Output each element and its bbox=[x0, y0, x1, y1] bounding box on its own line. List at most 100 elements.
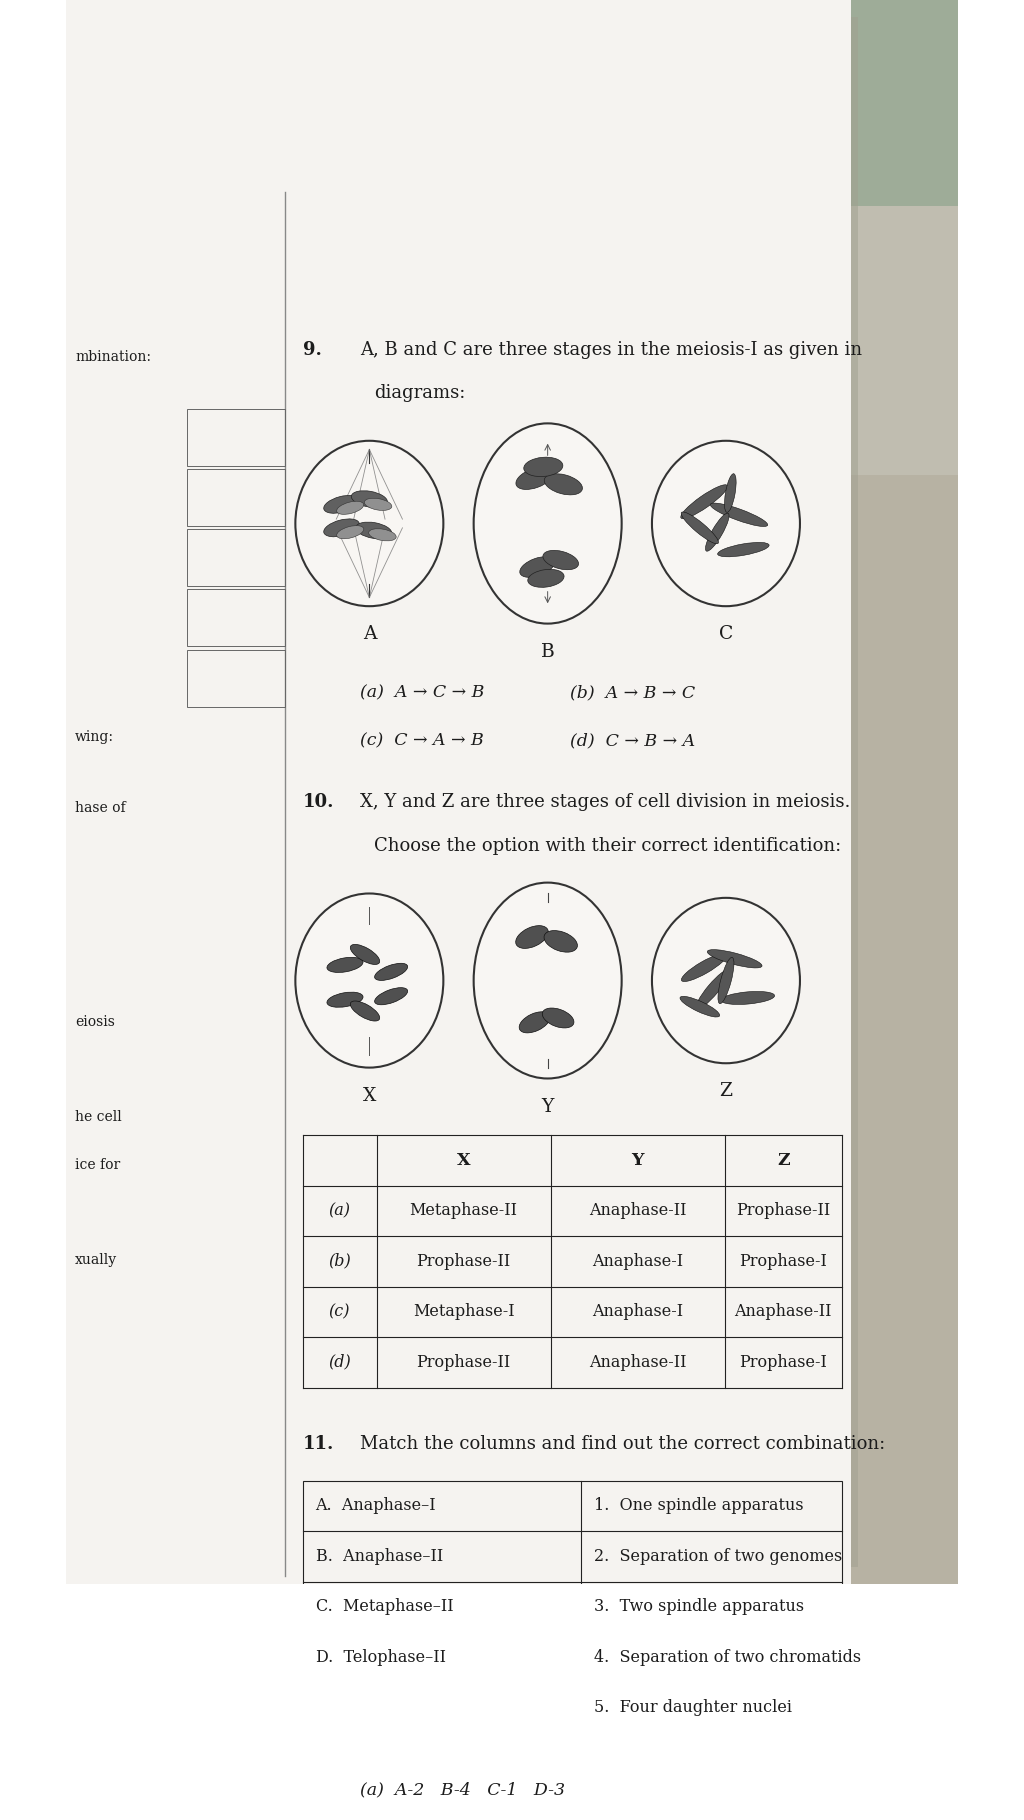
Ellipse shape bbox=[681, 511, 719, 544]
Text: X: X bbox=[457, 1152, 470, 1168]
Text: Prophase-I: Prophase-I bbox=[739, 1252, 827, 1270]
Ellipse shape bbox=[355, 522, 392, 539]
Ellipse shape bbox=[718, 957, 734, 1003]
Ellipse shape bbox=[327, 992, 364, 1006]
Text: 2.  Separation of two genomes: 2. Separation of two genomes bbox=[594, 1549, 843, 1565]
Ellipse shape bbox=[718, 542, 769, 557]
Bar bbox=[186, 650, 285, 706]
Text: Match the columns and find out the correct combination:: Match the columns and find out the corre… bbox=[360, 1436, 886, 1454]
Text: 3.  Two spindle apparatus: 3. Two spindle apparatus bbox=[594, 1598, 804, 1616]
Text: 5.  Four daughter nuclei: 5. Four daughter nuclei bbox=[594, 1700, 793, 1716]
Ellipse shape bbox=[365, 499, 392, 510]
Text: (c): (c) bbox=[329, 1303, 350, 1320]
Text: (c)  C → A → B: (c) C → A → B bbox=[360, 732, 484, 750]
Ellipse shape bbox=[351, 491, 387, 508]
Text: 4.  Separation of two chromatids: 4. Separation of two chromatids bbox=[594, 1649, 861, 1665]
Text: (b): (b) bbox=[328, 1252, 351, 1270]
Text: Choose the option with their correct identification:: Choose the option with their correct ide… bbox=[374, 837, 841, 855]
Ellipse shape bbox=[295, 894, 443, 1068]
Text: A, B and C are three stages in the meiosis-I as given in: A, B and C are three stages in the meios… bbox=[360, 340, 862, 359]
Text: 9.: 9. bbox=[302, 340, 322, 359]
Text: Y: Y bbox=[542, 1097, 554, 1116]
Ellipse shape bbox=[711, 502, 768, 526]
Bar bbox=[186, 590, 285, 646]
Ellipse shape bbox=[681, 484, 728, 519]
Bar bbox=[67, 0, 851, 1585]
Text: Anaphase-I: Anaphase-I bbox=[592, 1303, 683, 1320]
Ellipse shape bbox=[721, 992, 774, 1005]
Ellipse shape bbox=[474, 883, 622, 1079]
Text: Anaphase-II: Anaphase-II bbox=[589, 1354, 686, 1370]
Text: (a): (a) bbox=[329, 1203, 350, 1219]
Text: (a)  A → C → B: (a) A → C → B bbox=[360, 684, 484, 701]
Text: 10.: 10. bbox=[302, 794, 334, 812]
Ellipse shape bbox=[337, 526, 364, 539]
Ellipse shape bbox=[327, 957, 364, 972]
Ellipse shape bbox=[295, 440, 443, 606]
Text: (d): (d) bbox=[328, 1354, 351, 1370]
Ellipse shape bbox=[527, 570, 564, 588]
Ellipse shape bbox=[516, 468, 553, 490]
Bar bbox=[851, 18, 858, 1567]
Ellipse shape bbox=[544, 473, 583, 495]
Text: xually: xually bbox=[75, 1252, 118, 1267]
Ellipse shape bbox=[708, 950, 762, 968]
Ellipse shape bbox=[375, 963, 408, 981]
Text: Anaphase-II: Anaphase-II bbox=[589, 1203, 686, 1219]
Ellipse shape bbox=[520, 557, 555, 577]
Text: diagrams:: diagrams: bbox=[374, 384, 465, 402]
Ellipse shape bbox=[324, 495, 359, 513]
Text: eiosis: eiosis bbox=[75, 1016, 115, 1028]
Text: (a)  A-2   B-4   C-1   D-3: (a) A-2 B-4 C-1 D-3 bbox=[360, 1782, 565, 1798]
Text: Prophase-II: Prophase-II bbox=[417, 1354, 511, 1370]
Text: Prophase-II: Prophase-II bbox=[417, 1252, 511, 1270]
Bar bbox=[67, 0, 957, 206]
Text: (b)  A → B → C: (b) A → B → C bbox=[570, 684, 695, 701]
Ellipse shape bbox=[350, 945, 380, 965]
Ellipse shape bbox=[652, 897, 800, 1063]
Text: Y: Y bbox=[632, 1152, 644, 1168]
Ellipse shape bbox=[696, 970, 730, 1008]
Text: C: C bbox=[719, 626, 733, 642]
Ellipse shape bbox=[516, 926, 548, 948]
Text: Prophase-I: Prophase-I bbox=[739, 1354, 827, 1370]
Text: 1.  One spindle apparatus: 1. One spindle apparatus bbox=[594, 1498, 804, 1514]
Ellipse shape bbox=[652, 440, 800, 606]
Bar bbox=[302, 1481, 842, 1733]
Text: Anaphase-II: Anaphase-II bbox=[734, 1303, 833, 1320]
Ellipse shape bbox=[324, 519, 359, 537]
Text: mbination:: mbination: bbox=[75, 349, 152, 364]
Text: hase of: hase of bbox=[75, 801, 126, 815]
Text: Z: Z bbox=[720, 1083, 732, 1101]
Text: Anaphase-I: Anaphase-I bbox=[592, 1252, 683, 1270]
Ellipse shape bbox=[519, 1012, 550, 1034]
Text: D.  Telophase–II: D. Telophase–II bbox=[315, 1649, 445, 1665]
Text: X: X bbox=[362, 1087, 376, 1105]
Bar bbox=[186, 410, 285, 466]
Text: X, Y and Z are three stages of cell division in meiosis.: X, Y and Z are three stages of cell divi… bbox=[360, 794, 851, 812]
Text: B: B bbox=[541, 642, 555, 661]
Text: C.  Metaphase–II: C. Metaphase–II bbox=[315, 1598, 454, 1616]
Ellipse shape bbox=[706, 513, 729, 551]
Ellipse shape bbox=[337, 501, 364, 515]
Ellipse shape bbox=[681, 954, 727, 981]
Text: B.  Anaphase–II: B. Anaphase–II bbox=[315, 1549, 442, 1565]
Ellipse shape bbox=[350, 1001, 380, 1021]
Ellipse shape bbox=[543, 550, 579, 570]
Text: A.  Anaphase–I: A. Anaphase–I bbox=[315, 1498, 436, 1514]
Text: wing:: wing: bbox=[75, 730, 114, 744]
Text: (d)  C → B → A: (d) C → B → A bbox=[570, 732, 695, 750]
Bar bbox=[186, 530, 285, 586]
Bar bbox=[67, 206, 957, 1585]
Text: he cell: he cell bbox=[75, 1110, 122, 1125]
Text: Prophase-II: Prophase-II bbox=[736, 1203, 830, 1219]
Text: Metaphase-I: Metaphase-I bbox=[413, 1303, 514, 1320]
Text: Metaphase-II: Metaphase-II bbox=[410, 1203, 517, 1219]
Ellipse shape bbox=[369, 530, 396, 541]
Bar bbox=[798, 475, 957, 1585]
Ellipse shape bbox=[474, 424, 622, 624]
Text: ice for: ice for bbox=[75, 1158, 121, 1172]
Ellipse shape bbox=[680, 996, 720, 1017]
Ellipse shape bbox=[523, 457, 563, 477]
Text: Z: Z bbox=[777, 1152, 790, 1168]
